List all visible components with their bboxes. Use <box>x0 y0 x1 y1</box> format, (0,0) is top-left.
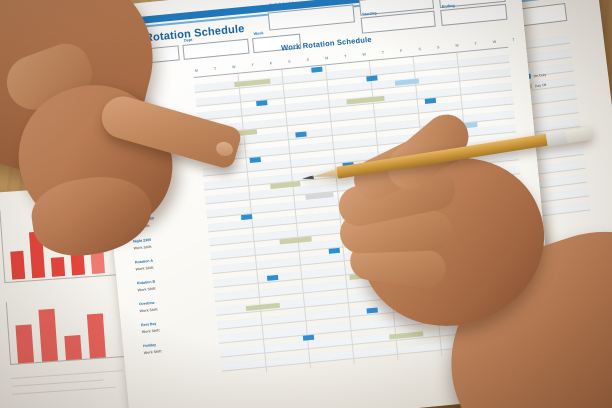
mini-rule <box>11 370 123 379</box>
pencil-lead-tip <box>301 175 313 181</box>
pointing-hand <box>0 0 244 320</box>
mini-bar <box>86 313 106 359</box>
row-label: Holiday <box>142 342 157 349</box>
pencil-eraser <box>565 126 594 143</box>
mini-rule <box>12 386 117 395</box>
field-label-week: Week <box>253 31 264 37</box>
mini-bar <box>64 335 82 361</box>
row-label: Rest Day <box>140 321 157 328</box>
mini-bar <box>15 324 35 364</box>
row-sublabel: Work Shift <box>141 328 160 335</box>
mini-rule <box>11 379 104 387</box>
pencil-sharpened-wood <box>311 169 340 181</box>
row-sublabel: Work Shift <box>143 349 162 356</box>
